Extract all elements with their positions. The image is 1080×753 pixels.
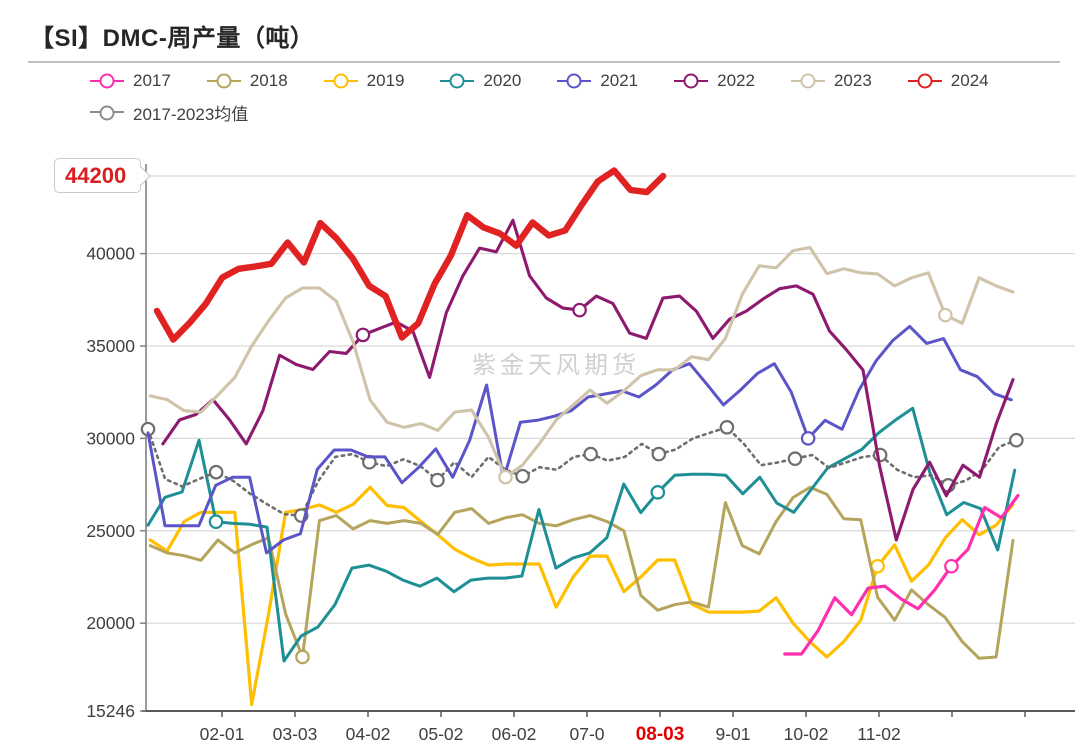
chart-area: 40000 35000 30000 25000 20000 15246 02-01 03-03… <box>0 140 1080 753</box>
series-2017-2023均值-line <box>146 425 1018 517</box>
series-2020-marker <box>650 485 666 500</box>
series-2018-line <box>148 485 1015 660</box>
series-2022-line <box>161 218 1015 542</box>
legend-item-label: 2023 <box>833 71 872 90</box>
production-line-chart: 40000 35000 30000 25000 20000 15246 02-01 03-03… <box>86 164 1075 745</box>
series-2022-marker <box>572 302 587 318</box>
latest-value-tag: 44200 <box>54 158 142 193</box>
series-2023-line <box>148 245 1015 479</box>
legend-circle-marker-icon <box>323 73 358 89</box>
legend-item-label: 2019 <box>366 71 405 90</box>
y-axis-label-15246: 15246 <box>86 701 135 721</box>
legend-item-2017[interactable]: 2017 <box>90 71 171 91</box>
legend-circle-marker-icon <box>440 73 475 89</box>
x-axis-label-08-03: 08-03 <box>636 724 685 745</box>
series-2017-marker <box>944 558 959 574</box>
chart-legend: 2017 2018 2019 2020 2021 2022 2023 2024 2017-202… <box>90 71 1035 125</box>
legend-item-2024[interactable]: 2024 <box>907 71 989 91</box>
series-2024-line <box>153 167 667 343</box>
legend-item-2017-2023-[interactable]: 2017-2023均值 <box>90 100 248 125</box>
series-2017-2023均值-marker <box>515 468 530 484</box>
series-2022-marker <box>355 327 371 343</box>
series-2017-2023均值-marker <box>430 472 445 488</box>
legend-item-label: 2020 <box>483 71 522 90</box>
page-title: 【SI】DMC-周产量（吨） <box>30 25 315 52</box>
x-axis-label-05-02: 05-02 <box>419 724 464 744</box>
series-2017-line <box>783 493 1020 656</box>
series-2017-2023均值-marker <box>1009 432 1024 448</box>
legend-item-label: 2018 <box>249 71 288 90</box>
legend-item-2020[interactable]: 2020 <box>440 71 521 91</box>
x-axis-label-02-01: 02-01 <box>200 724 245 744</box>
legend-circle-marker-icon <box>90 105 124 121</box>
legend-item-label: 2021 <box>600 71 639 90</box>
series-2017-2023均值-marker <box>208 464 224 480</box>
legend-item-label: 2024 <box>950 71 989 90</box>
y-axis-label-40000: 40000 <box>86 244 135 264</box>
y-axis-label-35000: 35000 <box>86 336 135 356</box>
series-2021-marker <box>800 431 816 446</box>
series-2019-line <box>148 485 1015 707</box>
legend-circle-marker-icon <box>674 73 709 89</box>
legend-item-2019[interactable]: 2019 <box>323 71 405 91</box>
y-axis-label-25000: 25000 <box>86 521 135 541</box>
legend-circle-marker-icon <box>557 73 592 89</box>
legend-circle-marker-icon <box>790 73 825 89</box>
legend-circle-marker-icon <box>90 73 124 89</box>
x-axis-label-9-01: 9-01 <box>715 724 750 744</box>
series-2017-2023均值-marker <box>651 446 667 462</box>
series-2020-line <box>146 406 1017 663</box>
series-2018-marker <box>295 649 310 665</box>
series-2023-marker <box>938 307 953 323</box>
legend-item-2021[interactable]: 2021 <box>557 71 638 91</box>
legend-circle-marker-icon <box>206 73 241 89</box>
y-axis-label-20000: 20000 <box>86 613 135 633</box>
legend-item-2022[interactable]: 2022 <box>674 71 755 91</box>
x-axis-label-04-02: 04-02 <box>346 724 391 744</box>
x-axis-label-07-0: 07-0 <box>569 724 604 744</box>
series-2023-marker <box>498 469 513 485</box>
legend-circle-marker-icon <box>907 73 942 89</box>
x-axis-label-10-02: 10-02 <box>784 724 829 744</box>
legend-item-label: 2017-2023均值 <box>133 105 249 124</box>
series-2017-2023均值-marker <box>719 419 735 435</box>
legend-item-2023[interactable]: 2023 <box>790 71 872 91</box>
legend-item-2018[interactable]: 2018 <box>206 71 288 91</box>
legend-item-label: 2017 <box>133 71 171 90</box>
series-2021-line <box>146 324 1013 555</box>
series-2017-2023均值-marker <box>787 451 803 467</box>
y-axis-label-30000: 30000 <box>86 428 135 448</box>
x-axis-label-03-03: 03-03 <box>273 724 318 744</box>
series-2017-2023均值-marker <box>583 446 599 462</box>
legend-item-label: 2022 <box>717 71 755 90</box>
x-axis-label-11-02: 11-02 <box>857 724 900 744</box>
series-2020-marker <box>208 514 224 530</box>
title-divider <box>28 61 1060 63</box>
x-axis-label-06-02: 06-02 <box>492 724 537 744</box>
